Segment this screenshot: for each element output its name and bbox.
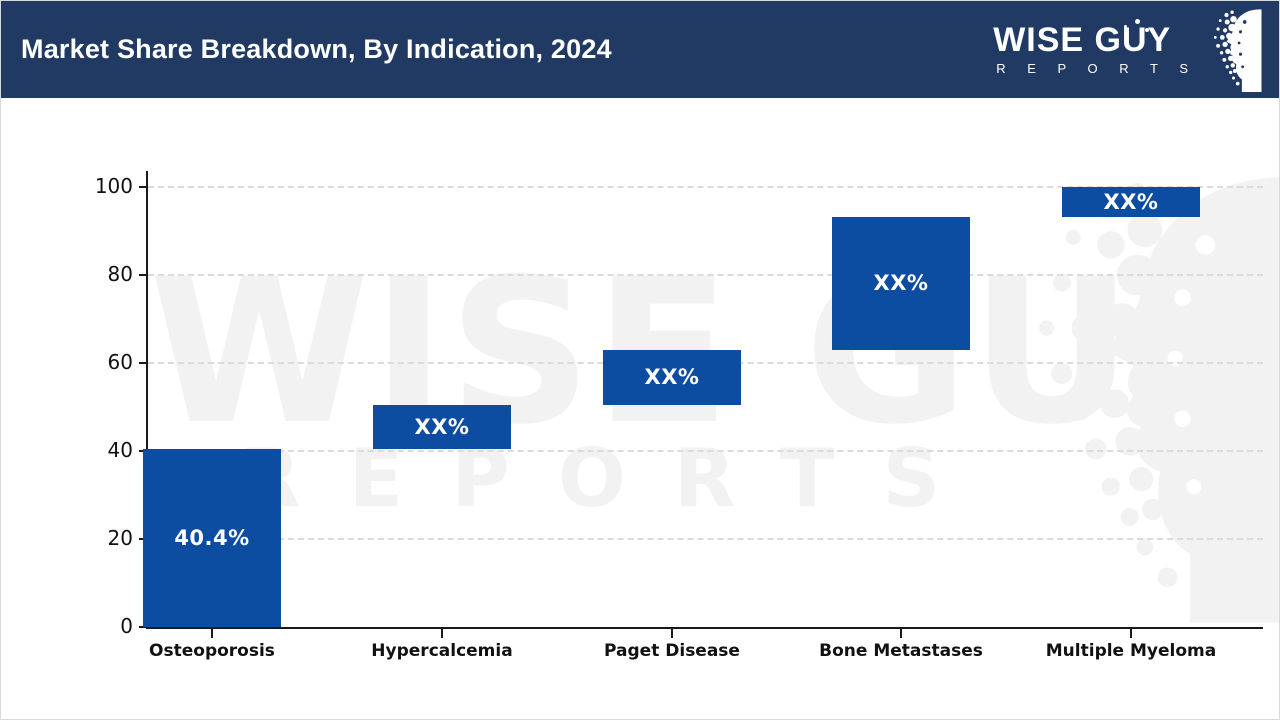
watermark-head-profile-icon xyxy=(1039,177,1279,623)
y-tick-label: 40 xyxy=(107,438,133,462)
x-tick-mark xyxy=(900,629,902,638)
bar-value-label: XX% xyxy=(1103,189,1159,214)
logo-accent-dot xyxy=(1145,28,1150,32)
gridline-40 xyxy=(148,450,1263,452)
logo-accent-dot xyxy=(1124,25,1128,28)
gridline-100 xyxy=(148,186,1263,188)
bar-hypercalcemia: XX% xyxy=(373,404,511,450)
x-tick-mark xyxy=(1130,629,1132,638)
y-tick-label: 20 xyxy=(107,526,133,550)
x-category-label: Osteoporosis xyxy=(149,641,275,661)
bar-value-label: XX% xyxy=(414,415,470,440)
y-tick-mark xyxy=(139,362,148,364)
bar-bone-metastases: XX% xyxy=(832,216,970,350)
x-tick-mark xyxy=(671,629,673,638)
header: Market Share Breakdown, By Indication, 2… xyxy=(1,1,1279,98)
logo-subtitle: R E P O R T S xyxy=(996,61,1197,76)
y-tick-mark xyxy=(139,186,148,188)
bar-osteoporosis: 40.4% xyxy=(143,449,281,627)
x-category-label: Paget Disease xyxy=(604,641,740,661)
gridline-80 xyxy=(148,274,1263,276)
head-profile-icon xyxy=(1213,8,1262,92)
wiseguy-logo: WISE GUY R E P O R T S xyxy=(993,1,1269,98)
y-tick-label: 80 xyxy=(107,262,133,286)
y-tick-label: 0 xyxy=(120,614,133,638)
x-axis xyxy=(146,627,1263,629)
bar-paget-disease: XX% xyxy=(603,349,741,405)
y-tick-label: 100 xyxy=(94,174,133,198)
page-title: Market Share Breakdown, By Indication, 2… xyxy=(21,34,612,64)
bar-multiple-myeloma: XX% xyxy=(1062,187,1200,217)
y-tick-mark xyxy=(139,274,148,276)
logo-text: WISE GUY R E P O R T S xyxy=(993,23,1197,76)
y-tick-mark xyxy=(139,626,148,628)
y-tick-label: 60 xyxy=(107,350,133,374)
logo-wordmark: WISE GUY xyxy=(993,21,1172,59)
x-category-label: Hypercalcemia xyxy=(371,641,513,661)
bar-value-label: XX% xyxy=(644,365,700,390)
bar-value-label: XX% xyxy=(873,271,929,296)
y-axis xyxy=(146,171,148,629)
x-tick-mark xyxy=(441,629,443,638)
logo-accent-dot xyxy=(1135,19,1141,24)
gridline-20 xyxy=(148,538,1263,540)
x-tick-mark xyxy=(211,629,213,638)
x-category-label: Bone Metastases xyxy=(819,641,983,661)
bar-value-label: 40.4% xyxy=(174,526,250,551)
x-category-label: Multiple Myeloma xyxy=(1045,641,1217,661)
